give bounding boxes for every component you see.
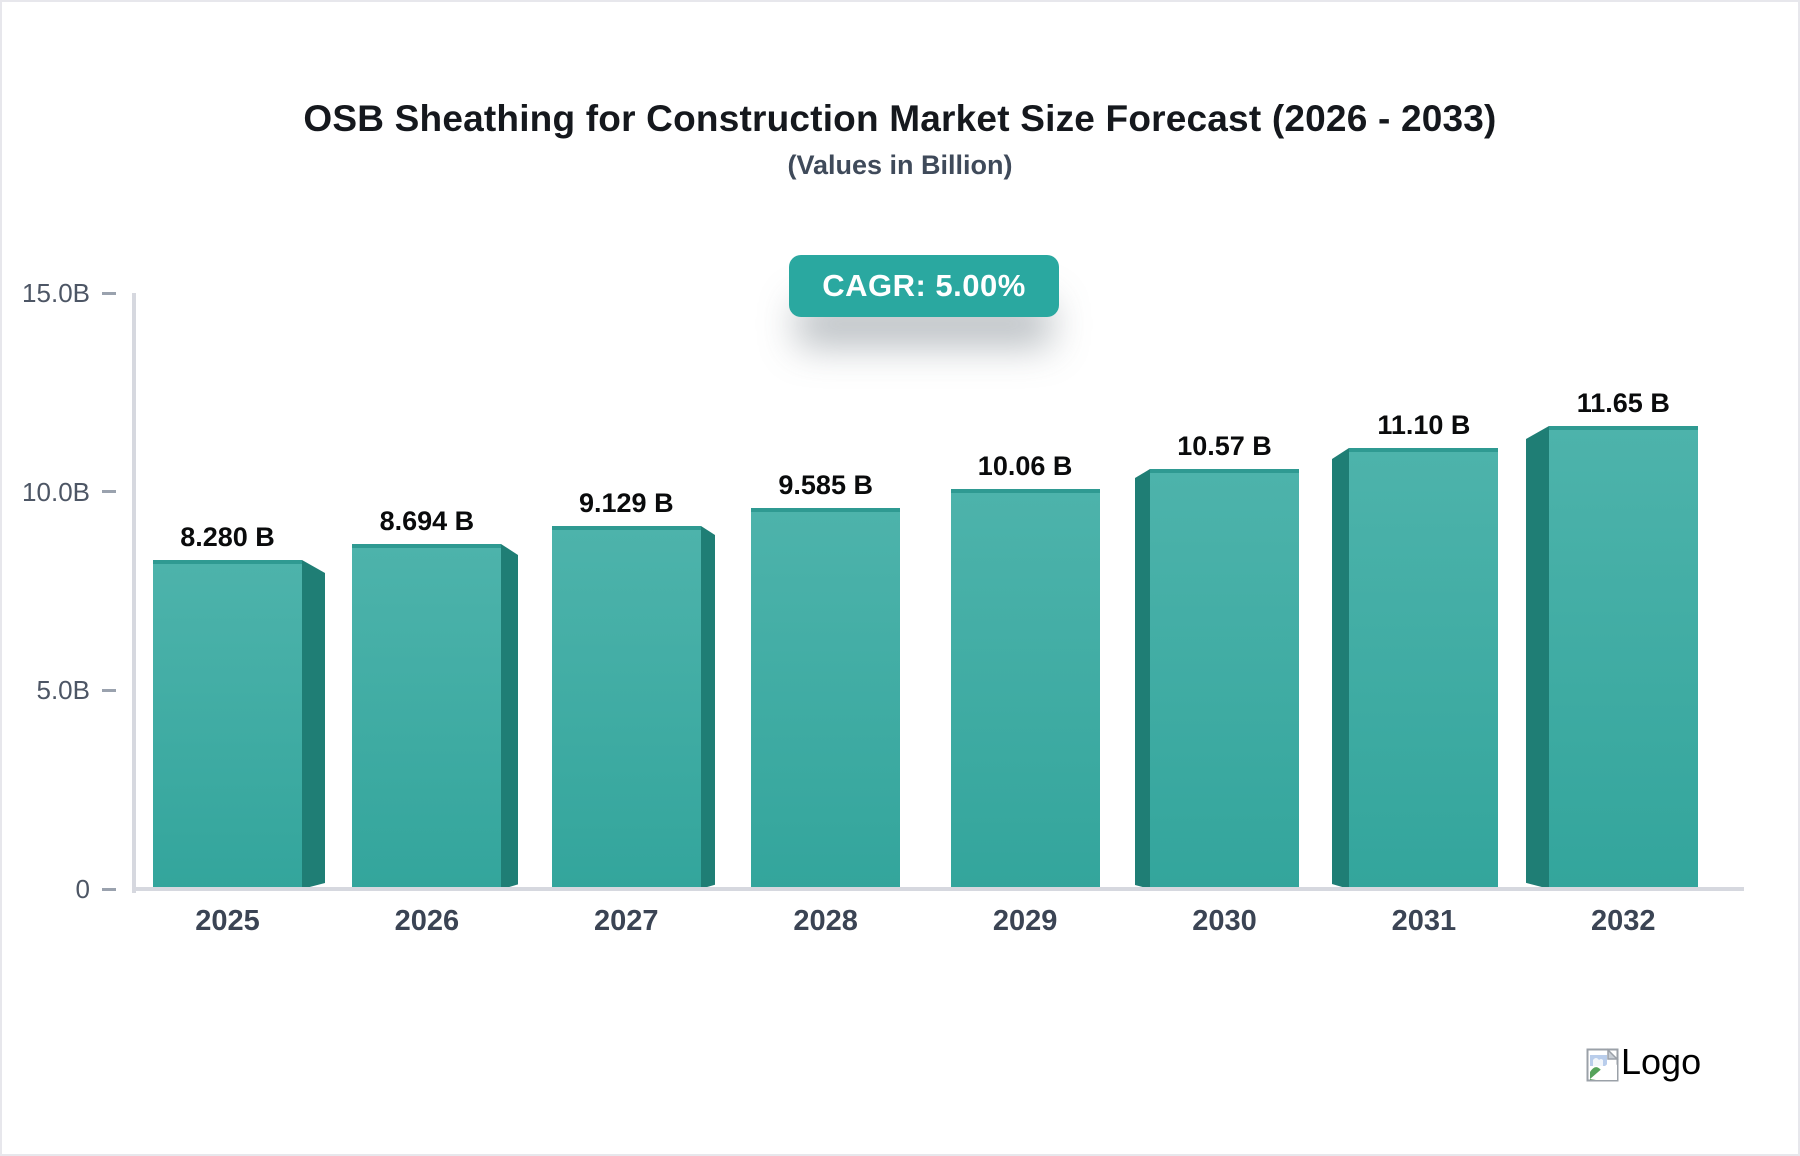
bar-side-polygon — [1525, 426, 1549, 889]
bar-value-label: 8.280 B — [180, 522, 275, 553]
bar-2029 — [950, 489, 1100, 889]
bar-side-face — [1525, 426, 1549, 889]
y-axis-tick — [102, 490, 116, 494]
y-axis-tick-label: 10.0B — [22, 476, 90, 507]
bar-2032 — [1548, 426, 1698, 889]
bar-side-polygon — [1135, 469, 1150, 889]
x-axis-label: 2027 — [594, 905, 659, 937]
bar-2031 — [1349, 447, 1499, 889]
bar-side-face — [302, 560, 325, 889]
bar-2027 — [551, 526, 701, 889]
x-axis-label: 2031 — [1391, 905, 1457, 937]
bar-value-label: 8.694 B — [379, 505, 475, 536]
bar-2028 — [751, 508, 901, 889]
y-axis-line — [132, 293, 136, 893]
bar-side-face — [501, 543, 519, 889]
y-axis-tick — [102, 887, 116, 891]
chart-subtitle: (Values in Billion) — [787, 150, 1013, 180]
x-axis-label: 2028 — [793, 905, 858, 937]
x-axis-label: 2025 — [195, 905, 260, 937]
bar-value-label: 11.65 B — [1576, 388, 1670, 419]
x-axis-label: 2030 — [1192, 905, 1257, 937]
bar-side-face — [1332, 447, 1350, 889]
bar-side-polygon — [302, 560, 325, 889]
x-axis-label: 2026 — [394, 905, 460, 937]
bar-value-label: 10.06 B — [977, 451, 1073, 482]
y-axis-tick — [102, 688, 116, 692]
y-axis-tick — [102, 291, 116, 295]
bar-2025 — [153, 560, 302, 889]
bar-2030 — [1150, 469, 1299, 889]
cagr-badge-label: CAGR: 5.00% — [822, 268, 1026, 303]
cagr-badge: CAGR: 5.00% — [789, 255, 1059, 317]
y-axis-tick-label: 15.0B — [22, 278, 90, 309]
x-axis-label: 2029 — [992, 905, 1058, 937]
bar-side-face — [1135, 469, 1150, 889]
bar-2026 — [352, 543, 502, 889]
bar-side-polygon — [700, 526, 715, 889]
logo-alt-text: Logo — [1621, 1041, 1702, 1082]
bar-side-polygon — [1332, 447, 1350, 889]
broken-image-icon — [1586, 1048, 1619, 1082]
y-axis-tick-label: 5.0B — [36, 675, 91, 706]
bar-value-label: 9.129 B — [579, 488, 674, 519]
bar-value-label: 10.57 B — [1177, 431, 1272, 462]
y-axis-tick-label: 0 — [75, 874, 90, 904]
bar-value-label: 9.585 B — [778, 470, 873, 501]
x-axis-line — [132, 887, 1744, 891]
bar-side-face — [700, 526, 715, 889]
logo-placeholder: Logo — [1586, 1042, 1701, 1082]
chart-title: OSB Sheathing for Construction Market Si… — [303, 98, 1497, 139]
bar-side-polygon — [501, 543, 519, 889]
x-axis-label: 2032 — [1591, 905, 1656, 937]
bar-value-label: 11.10 B — [1377, 409, 1471, 440]
